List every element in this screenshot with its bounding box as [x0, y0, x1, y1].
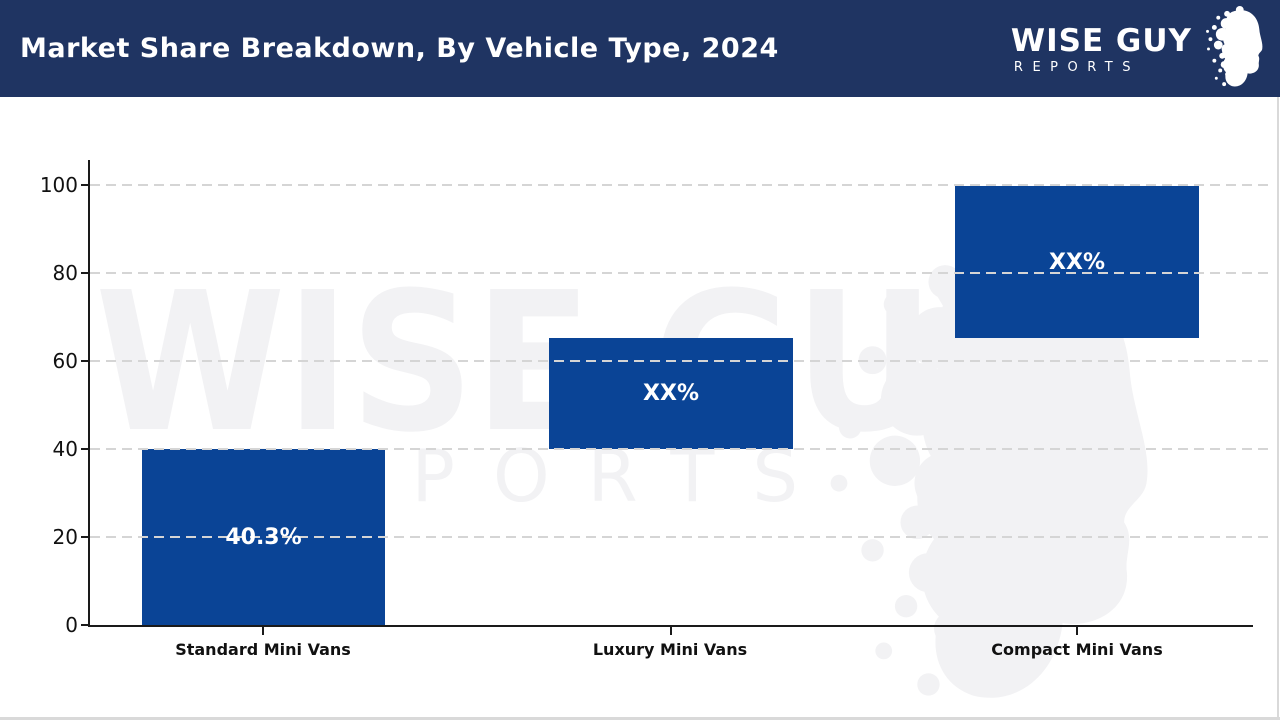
y-tick-40	[81, 448, 88, 450]
gridline-100	[90, 184, 1270, 186]
bottom-edge-border	[0, 717, 1280, 720]
right-edge-border	[1277, 97, 1279, 720]
category-label-luxury: Luxury Mini Vans	[592, 640, 748, 659]
bar-label-compact: XX%	[1049, 249, 1105, 275]
y-axis-line	[88, 160, 90, 627]
gridline-40	[90, 448, 1270, 450]
y-tick-label-80: 80	[52, 261, 78, 285]
logo-brand-name: WISE GUY	[1010, 23, 1192, 59]
y-tick-20	[81, 536, 88, 538]
gridline-80	[90, 272, 1270, 274]
y-tick-60	[81, 360, 88, 362]
bar-compact-mini-vans	[955, 186, 1199, 338]
bar-label-luxury: XX%	[643, 380, 699, 406]
y-tick-label-40: 40	[52, 437, 78, 461]
x-tick-compact	[1076, 627, 1078, 635]
x-tick-luxury	[670, 627, 672, 635]
wise-guy-reports-logo: WISE GUY REPORTS	[1011, 4, 1266, 90]
logo-brand-subtitle: REPORTS	[1013, 60, 1141, 75]
x-tick-standard	[262, 627, 264, 635]
category-label-standard: Standard Mini Vans	[175, 640, 351, 659]
dotted-head-logo-icon	[1206, 5, 1263, 87]
gridline-20	[90, 536, 1270, 538]
header-band: Market Share Breakdown, By Vehicle Type,…	[0, 0, 1280, 97]
y-tick-label-20: 20	[52, 525, 78, 549]
logo-text: WISE GUY REPORTS	[1010, 23, 1192, 75]
x-axis-line	[88, 625, 1253, 627]
bar-luxury-mini-vans	[549, 338, 793, 449]
chart-title: Market Share Breakdown, By Vehicle Type,…	[20, 33, 779, 64]
y-tick-100	[81, 184, 88, 186]
y-tick-0	[81, 624, 88, 626]
y-tick-label-0: 0	[65, 613, 78, 637]
y-tick-label-100: 100	[39, 173, 78, 197]
category-label-compact: Compact Mini Vans	[991, 640, 1163, 659]
y-tick-80	[81, 272, 88, 274]
gridline-60	[90, 360, 1270, 362]
bar-label-standard: 40.3%	[225, 524, 302, 550]
y-tick-label-60: 60	[52, 349, 78, 373]
